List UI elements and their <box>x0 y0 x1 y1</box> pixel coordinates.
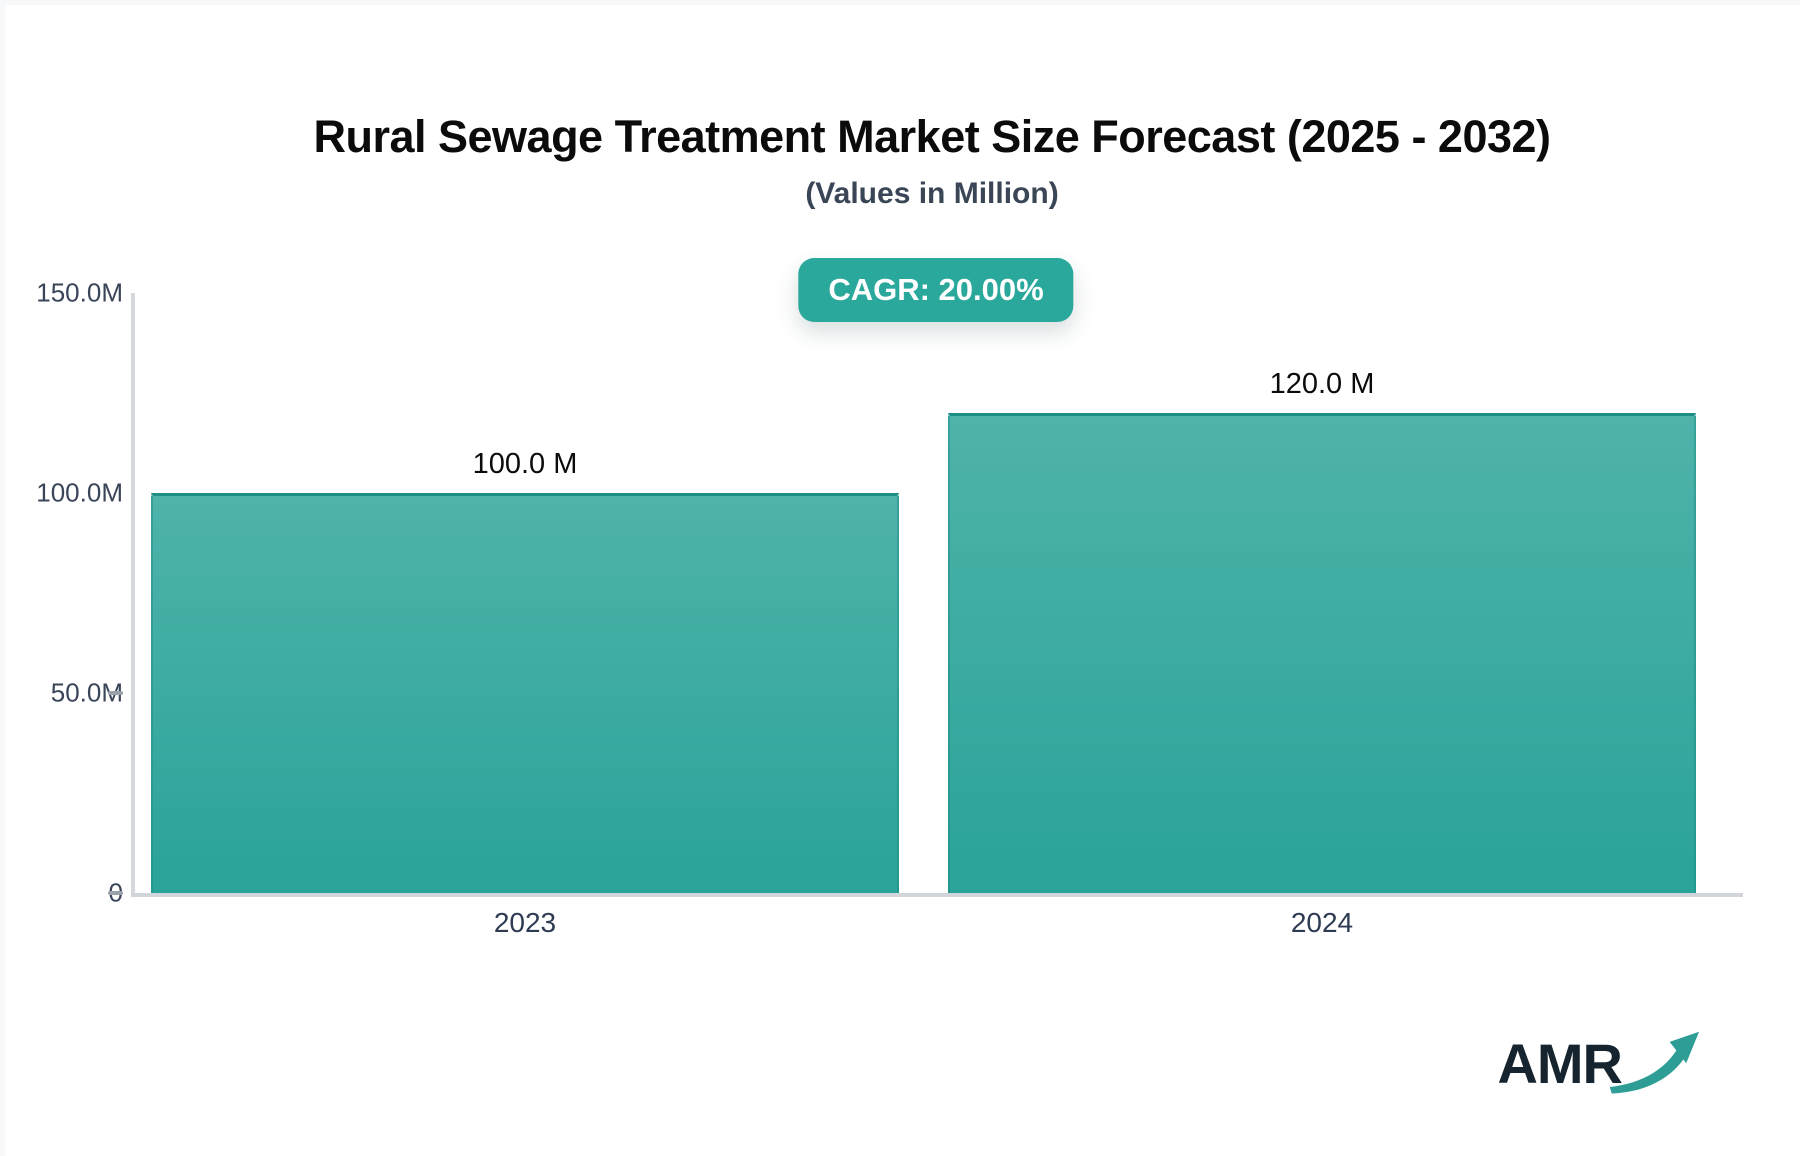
x-tick-label-2023: 2023 <box>493 907 557 938</box>
bar-column-2023: 100.0 M <box>151 293 899 893</box>
bar-value-label: 100.0 M <box>472 448 578 480</box>
cagr-badge: CAGR: 20.00% <box>798 258 1074 322</box>
bar-2024 <box>948 413 1696 893</box>
y-tick-label: 100.0M <box>36 477 123 508</box>
bar-2023 <box>151 493 899 893</box>
growth-arrow-icon <box>1608 1029 1700 1104</box>
page-title: Rural Sewage Treatment Market Size Forec… <box>313 111 1551 162</box>
x-axis <box>131 893 1743 897</box>
bar-value-label: 120.0 M <box>1269 368 1375 400</box>
y-tick-mark <box>108 891 123 895</box>
bar-column-2024: 120.0 M <box>948 293 1696 893</box>
page-subtitle: (Values in Million) <box>805 177 1059 210</box>
amr-logo: AMR <box>1497 1023 1700 1104</box>
x-tick-label-2024: 2024 <box>1290 907 1354 938</box>
y-axis <box>131 293 135 897</box>
amr-logo-text: AMR <box>1497 1031 1623 1095</box>
y-tick-label: 150.0M <box>36 277 123 308</box>
y-tick-mark <box>108 691 123 695</box>
